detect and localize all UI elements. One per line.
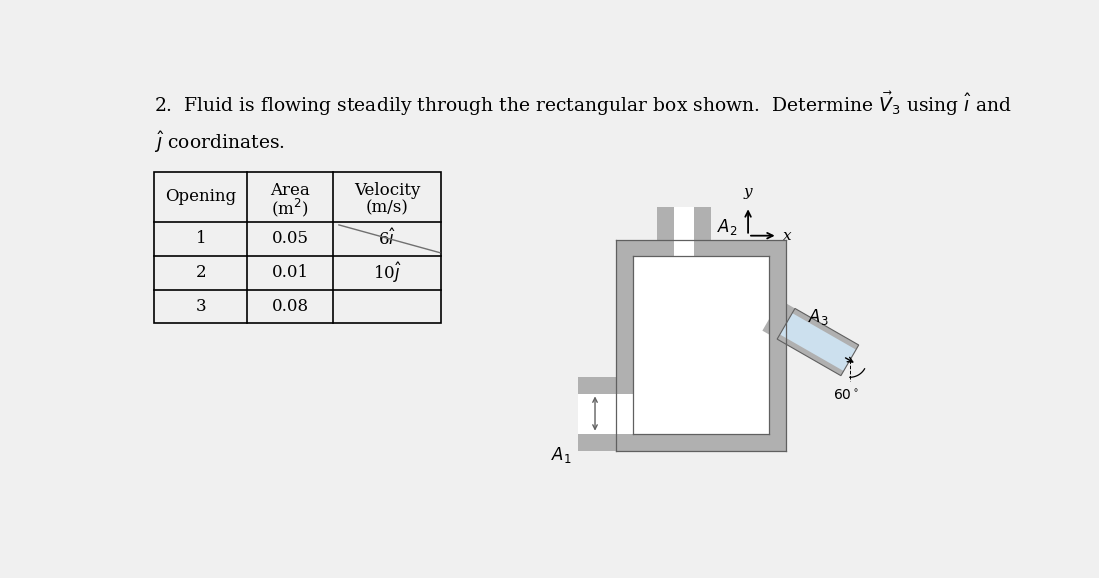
Text: 0.08: 0.08 (271, 298, 309, 315)
Bar (617, 239, 786, 450)
Text: Velocity: Velocity (354, 182, 420, 199)
Text: $60^\circ$: $60^\circ$ (833, 388, 859, 402)
Bar (674, 239, 693, 257)
Bar (674, 207, 693, 239)
Bar (578, 394, 617, 434)
Text: 3: 3 (196, 298, 207, 315)
Text: $A_2$: $A_2$ (717, 217, 737, 236)
Text: Area: Area (270, 182, 310, 199)
Text: 2: 2 (196, 264, 207, 281)
Text: 10$\hat{\jmath}$: 10$\hat{\jmath}$ (373, 260, 401, 285)
Polygon shape (763, 300, 795, 339)
Text: (m$^2$): (m$^2$) (271, 197, 309, 218)
Bar (617, 394, 633, 434)
Text: y: y (744, 186, 753, 199)
Polygon shape (777, 309, 858, 376)
Text: 6$\hat{\imath}$: 6$\hat{\imath}$ (378, 228, 396, 249)
Text: (m/s): (m/s) (366, 199, 409, 216)
Bar (155, 172, 441, 324)
Bar (578, 377, 617, 450)
Polygon shape (780, 313, 856, 371)
Text: x: x (782, 229, 791, 243)
Text: $\hat{\jmath}$ coordinates.: $\hat{\jmath}$ coordinates. (155, 129, 286, 155)
Text: 0.05: 0.05 (271, 230, 309, 247)
Text: 1: 1 (196, 230, 207, 247)
Text: Opening: Opening (165, 188, 236, 205)
Bar (633, 257, 769, 434)
Text: 2.  Fluid is flowing steadily through the rectangular box shown.  Determine $\ve: 2. Fluid is flowing steadily through the… (155, 90, 1012, 117)
Text: $A_3$: $A_3$ (808, 307, 829, 327)
Bar (656, 207, 711, 239)
Text: $A_1$: $A_1$ (551, 445, 571, 465)
Text: 0.01: 0.01 (271, 264, 309, 281)
